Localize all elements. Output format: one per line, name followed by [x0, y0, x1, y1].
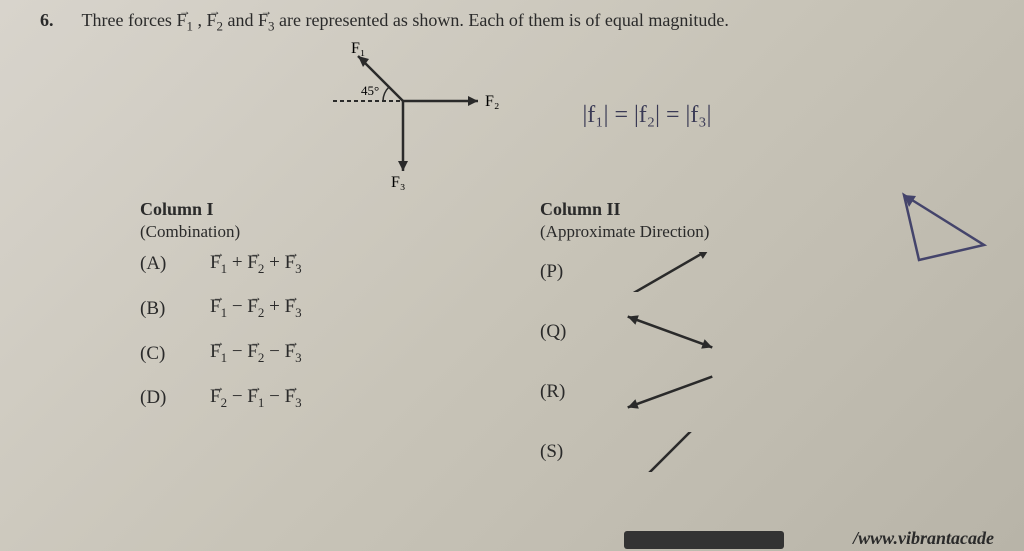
column-2: Column II (Approximate Direction) (P) (Q)…: [540, 199, 940, 492]
vector-f1: →F1: [176, 10, 193, 35]
option-row-right: (Q): [540, 312, 940, 352]
vector-f2: →F2: [206, 10, 223, 35]
footer-bar: [624, 531, 784, 549]
option-label: (B): [140, 298, 180, 320]
f3-sub: 3: [268, 19, 275, 34]
option-expression: →F1 + →F2 + →F3: [210, 252, 302, 277]
q-mid1: ,: [197, 10, 206, 30]
option-row-left: (A) →F1 + →F2 + →F3: [140, 252, 500, 277]
option-row-right: (S): [540, 432, 940, 472]
question-number: 6.: [40, 10, 54, 31]
columns-header: Column I (Combination) (A) →F1 + →F2 + →F…: [40, 199, 984, 492]
option-label: (Q): [540, 321, 580, 343]
question-text-before: Three forces: [82, 10, 177, 30]
col2-head: Column II: [540, 199, 940, 220]
force-diagram-svg: F₂ F₁ 45° F₃: [313, 41, 513, 191]
option-row-left: (C) →F1 − →F2 − →F3: [140, 341, 500, 366]
option-label: (A): [140, 253, 180, 275]
f2-sub: 2: [216, 19, 223, 34]
vector-f3: →F3: [258, 10, 275, 35]
col1-sub: (Combination): [140, 222, 500, 242]
question-text-after: are represented as shown. Each of them i…: [279, 10, 729, 30]
triangle-sketch-svg: [884, 180, 1004, 270]
direction-arrow: [610, 312, 730, 352]
option-expression: →F1 − →F2 − →F3: [210, 341, 302, 366]
vector-arrow-icon: →: [206, 4, 223, 19]
column-1: Column I (Combination) (A) →F1 + →F2 + →F…: [140, 199, 500, 492]
option-label: (S): [540, 441, 580, 463]
direction-arrow: [610, 252, 730, 292]
col1-head: Column I: [140, 199, 500, 220]
option-expression: →F2 − →F1 − →F3: [210, 386, 302, 411]
option-label: (R): [540, 381, 580, 403]
footer-fragment: /www.vibrantacade: [853, 528, 994, 549]
f3-label: F₃: [391, 174, 405, 191]
f1-label: F₁: [351, 41, 365, 57]
option-label: (C): [140, 343, 180, 365]
question-text: Three forces →F1 , →F2 and →F3 are repre…: [82, 10, 729, 35]
f2-label: F₂: [485, 93, 499, 110]
force-diagram: F₂ F₁ 45° F₃: [313, 41, 513, 191]
figure-row: F₂ F₁ 45° F₃ |f₁| = |f₂| = |f₃|: [40, 41, 984, 191]
option-label: (P): [540, 261, 580, 283]
page: 6. Three forces →F1 , →F2 and →F3 are re…: [0, 0, 1024, 551]
question-row: 6. Three forces →F1 , →F2 and →F3 are re…: [40, 10, 984, 35]
col2-sub: (Approximate Direction): [540, 222, 940, 242]
triangle-sketch: [884, 180, 1004, 270]
f1-sub: 1: [186, 19, 193, 34]
vector-arrow-icon: →: [258, 4, 275, 19]
vector-arrow-icon: →: [176, 4, 193, 19]
option-row-left: (D) →F2 − →F1 − →F3: [140, 386, 500, 411]
direction-arrow: [610, 372, 730, 412]
handwritten-note: |f₁| = |f₂| = |f₃|: [583, 102, 712, 129]
option-row-left: (B) →F1 − →F2 + →F3: [140, 296, 500, 321]
option-row-right: (R): [540, 372, 940, 412]
q-mid2: and: [227, 10, 258, 30]
option-label: (D): [140, 387, 180, 409]
angle-label: 45°: [361, 83, 379, 98]
option-expression: →F1 − →F2 + →F3: [210, 296, 302, 321]
option-row-right: (P): [540, 252, 940, 292]
direction-arrow: [610, 432, 730, 472]
